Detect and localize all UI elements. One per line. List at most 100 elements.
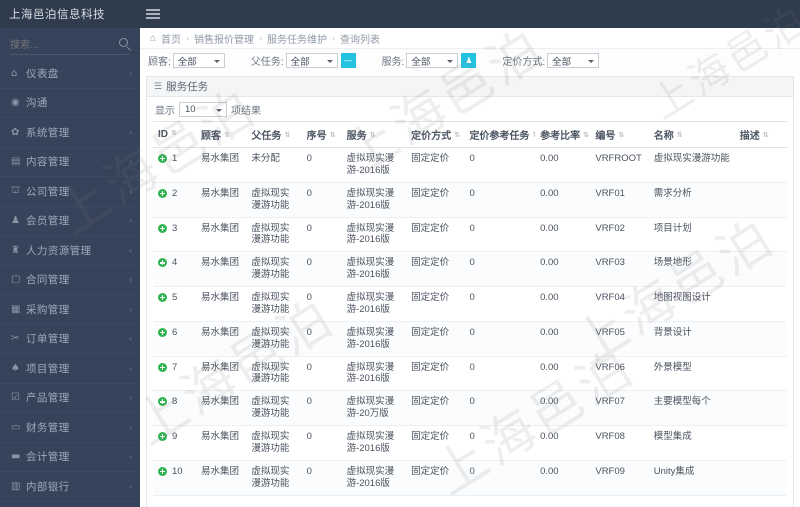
table-row[interactable]: 9 易水集团 虚拟现实漫游功能 0 虚拟现实漫游-2016版 固定定价 0 0.00 VRF08…	[153, 425, 787, 461]
status-icon[interactable]	[158, 188, 167, 198]
breadcrumb-item-0[interactable]: 首页	[161, 34, 182, 46]
status-icon[interactable]	[158, 258, 167, 268]
filter-select-customer[interactable]: 全部	[172, 53, 225, 68]
col-header-cust[interactable]: 顾客 ⇅	[196, 121, 247, 148]
table-row[interactable]: 7 易水集团 虚拟现实漫游功能 0 虚拟现实漫游-2016版 固定定价 0 0.00 VRF06…	[153, 356, 787, 392]
col-header-seq[interactable]: 序号 ⇅	[301, 121, 342, 148]
cell-price: 固定定价	[406, 147, 465, 183]
cell-cust: 易水集团	[196, 217, 247, 253]
sidebar-search[interactable]	[0, 28, 140, 59]
filter-button-parent-task[interactable]: —	[340, 53, 356, 68]
cell-parent: 虚拟现实漫游功能	[246, 182, 302, 218]
breadcrumb-item-1[interactable]: 销售报价管理	[194, 34, 255, 46]
col-header-code[interactable]: 编号 ⇅	[590, 121, 649, 148]
search-input[interactable]	[10, 37, 130, 55]
sidebar-item-1[interactable]: ◉ 沟通	[0, 89, 140, 119]
sort-icon[interactable]: ⇅	[329, 132, 336, 140]
col-header-price[interactable]: 定价方式 ⇅	[406, 121, 465, 148]
sort-icon[interactable]: ⇅	[284, 132, 291, 140]
sort-icon[interactable]: ⇅	[454, 132, 460, 140]
sidebar-item-0[interactable]: ⌂ 仪表盘 ‹	[0, 59, 140, 89]
col-header-label: 定价参考任务	[469, 131, 530, 142]
cell-seq: 0	[301, 390, 342, 426]
sidebar-item-5[interactable]: ♟ 会员管理 ‹	[0, 207, 140, 237]
sort-icon[interactable]: ⇅	[171, 130, 177, 138]
table-container: ID⇅顾客⇅父任务⇅序号⇅服务⇅定价方式⇅定价参考任务⇅参考比率⇅编号⇅名称⇅描…	[147, 121, 793, 507]
col-header-desc[interactable]: 描述 ⇅	[734, 121, 787, 148]
col-header-rate[interactable]: 参考比率 ⇅	[535, 121, 591, 148]
status-icon[interactable]	[158, 432, 167, 441]
table-row[interactable]: 2 易水集团 虚拟现实漫游功能 0 虚拟现实漫游-2016版 固定定价 0 0.00 VRF01…	[153, 182, 787, 218]
row-id: 5	[172, 292, 178, 303]
filter-button-service[interactable]: ♟	[461, 53, 477, 68]
sidebar-item-4[interactable]: ⛫ 公司管理 ‹	[0, 177, 140, 207]
col-header-label: 序号	[306, 131, 327, 142]
cell-cust: 易水集团	[196, 425, 247, 461]
sidebar-item-13[interactable]: ▬ 会计管理 ‹	[0, 443, 140, 473]
sidebar-item-14[interactable]: ▥ 内部银行 ‹	[0, 472, 140, 502]
sort-icon[interactable]: ⇅	[676, 132, 683, 140]
table-row[interactable]: 1 易水集团 未分配 0 虚拟现实漫游-2016版 固定定价 0 0.00 VRFROOT 虚拟现…	[153, 147, 787, 183]
sidebar-item-12[interactable]: ▭ 财务管理 ‹	[0, 413, 140, 443]
entries-select[interactable]: 10	[179, 101, 227, 117]
status-icon[interactable]	[158, 327, 167, 337]
col-header-serv[interactable]: 服务 ⇅	[341, 121, 407, 148]
col-header-name[interactable]: 名称 ⇅	[648, 121, 735, 148]
status-icon[interactable]	[158, 293, 167, 302]
sidebar-item-9[interactable]: ✂ 订单管理 ‹	[0, 325, 140, 355]
cell-name: 地图视图设计	[648, 286, 735, 322]
sort-icon[interactable]: ⇅	[618, 132, 625, 140]
table-row[interactable]: 3 易水集团 虚拟现实漫游功能 0 虚拟现实漫游-2016版 固定定价 0 0.00 VRF02…	[153, 217, 787, 253]
cell-code: VRFROOT	[590, 147, 649, 183]
sort-icon[interactable]: ⇅	[369, 132, 376, 140]
col-header-parent[interactable]: 父任务 ⇅	[246, 121, 302, 148]
status-icon[interactable]	[158, 154, 167, 163]
col-header-id[interactable]: ID ⇅	[153, 121, 196, 148]
sidebar-item-8[interactable]: ▦ 采购管理 ‹	[0, 295, 140, 325]
status-icon[interactable]	[158, 362, 167, 372]
filter-select-price-mode[interactable]: 全部	[547, 53, 600, 68]
cell-id: 5	[153, 286, 196, 322]
cell-seq: 0	[301, 460, 342, 496]
cell-cust: 易水集团	[196, 460, 247, 496]
cell-seq: 0	[301, 356, 342, 392]
sidebar-item-2[interactable]: ✿ 系统管理 ‹	[0, 118, 140, 148]
hamburger-icon[interactable]	[140, 0, 166, 28]
cell-id: 9	[153, 425, 196, 461]
cell-price: 固定定价	[406, 425, 465, 461]
table-row[interactable]: 4 易水集团 虚拟现实漫游功能 0 虚拟现实漫游-2016版 固定定价 0 0.00 VRF03…	[153, 251, 787, 287]
sidebar-item-15[interactable]: ✇客户关系管理‹	[0, 502, 140, 507]
cell-desc	[734, 356, 787, 392]
sidebar-item-3[interactable]: ▤ 内容管理 ‹	[0, 148, 140, 178]
cell-rate: 0.00	[535, 147, 591, 183]
sort-icon[interactable]: ⇅	[224, 132, 230, 140]
cell-desc	[734, 460, 787, 496]
sort-icon[interactable]: ⇅	[583, 132, 589, 140]
filter-select-parent-task[interactable]: 全部	[285, 53, 338, 68]
filter-select-service[interactable]: 全部	[406, 53, 459, 68]
list-icon: ☰	[154, 81, 163, 91]
sort-icon[interactable]: ⇅	[762, 132, 769, 140]
breadcrumb-item-3[interactable]: 查询列表	[340, 34, 381, 46]
status-icon[interactable]	[158, 223, 167, 233]
cell-price: 固定定价	[406, 356, 465, 392]
home-icon[interactable]: ⌂	[150, 32, 157, 44]
cell-price: 固定定价	[406, 321, 465, 357]
breadcrumb-item-2[interactable]: 服务任务维护	[267, 34, 328, 46]
table-row[interactable]: 8 易水集团 虚拟现实漫游功能 0 虚拟现实漫游-20万版 固定定价 0 0.00 VRF07 主…	[153, 390, 787, 426]
sidebar-item-11[interactable]: ☑ 产品管理 ‹	[0, 384, 140, 414]
sidebar-item-label: 系统管理	[26, 126, 70, 139]
table-row[interactable]: 5 易水集团 虚拟现实漫游功能 0 虚拟现实漫游-2016版 固定定价 0 0.00 VRF04…	[153, 286, 787, 322]
status-icon[interactable]	[158, 466, 167, 476]
sidebar-item-10[interactable]: ♠ 项目管理 ‹	[0, 354, 140, 384]
col-header-ref[interactable]: 定价参考任务⇅	[464, 121, 538, 148]
table-row[interactable]: 6 易水集团 虚拟现实漫游功能 0 虚拟现实漫游-2016版 固定定价 0 0.00 VRF05…	[153, 321, 787, 357]
sidebar-item-7[interactable]: ▢ 合同管理 ‹	[0, 266, 140, 296]
sidebar-item-6[interactable]: ♜ 人力资源管理 ‹	[0, 236, 140, 266]
breadcrumb-separator: ›	[332, 33, 336, 43]
top-bar: 上海邑泊信息科技	[0, 0, 800, 28]
sidebar-item-label: 采购管理	[26, 303, 70, 316]
table-row[interactable]: 10 易水集团 虚拟现实漫游功能 0 虚拟现实漫游-2016版 固定定价 0 0.00 VRF0…	[153, 460, 787, 496]
status-icon[interactable]	[158, 397, 167, 407]
row-id: 6	[172, 326, 178, 338]
